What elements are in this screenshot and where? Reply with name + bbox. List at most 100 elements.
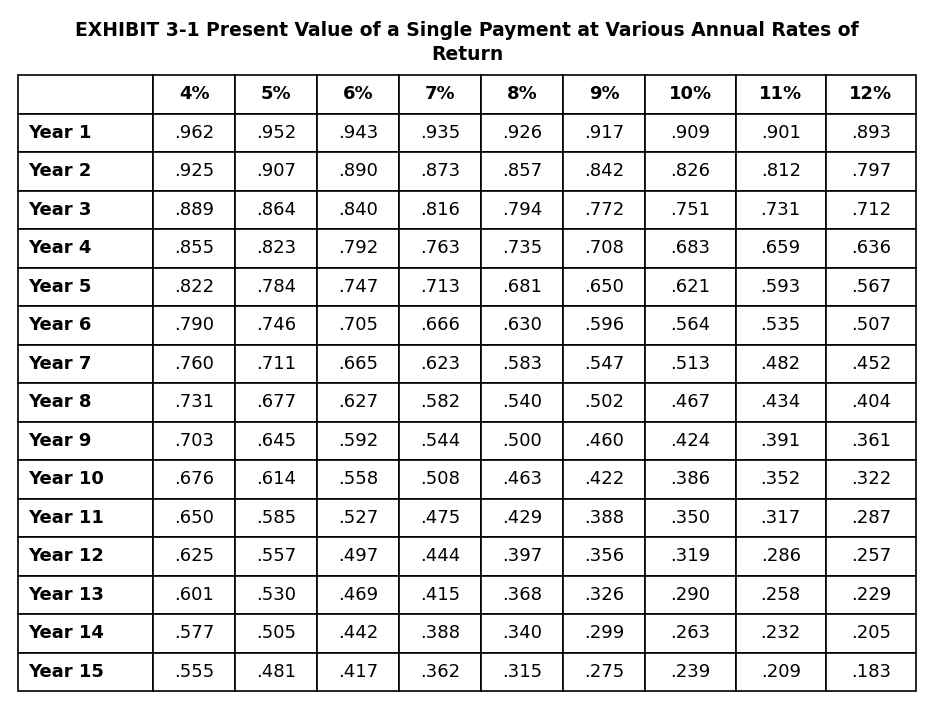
Text: .299: .299 <box>585 624 625 643</box>
Text: .790: .790 <box>175 316 214 334</box>
Bar <box>481 152 563 191</box>
Text: .583: .583 <box>502 355 543 373</box>
Bar <box>318 229 400 268</box>
Bar <box>400 113 481 152</box>
Text: Year 2: Year 2 <box>28 162 92 180</box>
Bar <box>645 306 736 344</box>
Text: .391: .391 <box>760 432 800 450</box>
Bar <box>736 229 826 268</box>
Text: 4%: 4% <box>179 85 209 103</box>
Text: .630: .630 <box>502 316 543 334</box>
Bar <box>18 306 153 344</box>
Text: Year 15: Year 15 <box>28 663 104 681</box>
Bar <box>18 268 153 306</box>
Bar <box>645 229 736 268</box>
Text: 9%: 9% <box>589 85 619 103</box>
Bar <box>645 344 736 383</box>
Text: 6%: 6% <box>343 85 374 103</box>
Text: .952: .952 <box>256 124 296 142</box>
Text: 8%: 8% <box>507 85 538 103</box>
Text: .889: .889 <box>175 201 214 219</box>
Text: .239: .239 <box>671 663 711 681</box>
Bar <box>153 191 235 229</box>
Bar <box>318 498 400 537</box>
Bar <box>563 498 645 537</box>
Text: .746: .746 <box>256 316 296 334</box>
Text: 10%: 10% <box>669 85 712 103</box>
Bar <box>736 344 826 383</box>
Bar <box>736 422 826 460</box>
Bar <box>400 152 481 191</box>
Bar <box>235 460 318 498</box>
Bar <box>153 229 235 268</box>
Text: .287: .287 <box>851 509 891 527</box>
Bar <box>153 268 235 306</box>
Bar <box>563 383 645 422</box>
Bar <box>736 614 826 652</box>
Text: .676: .676 <box>175 470 214 489</box>
Bar <box>645 268 736 306</box>
Bar <box>563 614 645 652</box>
Text: .943: .943 <box>338 124 378 142</box>
Bar <box>318 537 400 576</box>
Text: .555: .555 <box>175 663 215 681</box>
Bar <box>18 383 153 422</box>
Text: .659: .659 <box>760 239 800 257</box>
Bar <box>481 229 563 268</box>
Bar <box>481 498 563 537</box>
Text: .352: .352 <box>760 470 800 489</box>
Text: .935: .935 <box>420 124 460 142</box>
Bar <box>736 460 826 498</box>
Text: .361: .361 <box>851 432 891 450</box>
Bar <box>563 229 645 268</box>
Text: .731: .731 <box>175 393 215 411</box>
Text: .593: .593 <box>760 278 800 296</box>
Text: .926: .926 <box>502 124 543 142</box>
Text: .582: .582 <box>420 393 460 411</box>
Text: .467: .467 <box>671 393 711 411</box>
Bar <box>18 113 153 152</box>
Bar <box>318 306 400 344</box>
Text: .530: .530 <box>256 586 296 604</box>
Bar <box>153 537 235 576</box>
Bar <box>563 191 645 229</box>
Bar <box>235 498 318 537</box>
Text: .286: .286 <box>760 547 800 565</box>
Bar <box>563 75 645 113</box>
Text: .792: .792 <box>338 239 378 257</box>
Text: .275: .275 <box>585 663 625 681</box>
Text: Year 5: Year 5 <box>28 278 92 296</box>
Bar <box>645 113 736 152</box>
Text: .404: .404 <box>851 393 891 411</box>
Bar <box>235 75 318 113</box>
Text: .822: .822 <box>175 278 215 296</box>
Text: Year 11: Year 11 <box>28 509 104 527</box>
Bar <box>400 268 481 306</box>
Bar <box>400 498 481 537</box>
Text: .500: .500 <box>502 432 543 450</box>
Bar <box>826 576 916 614</box>
Text: 11%: 11% <box>759 85 802 103</box>
Bar <box>563 113 645 152</box>
Bar <box>318 614 400 652</box>
Bar <box>318 75 400 113</box>
Text: .544: .544 <box>420 432 460 450</box>
Text: .893: .893 <box>851 124 891 142</box>
Bar <box>645 152 736 191</box>
Text: .901: .901 <box>761 124 800 142</box>
Text: .823: .823 <box>256 239 296 257</box>
Bar <box>153 344 235 383</box>
Bar <box>18 614 153 652</box>
Bar <box>481 537 563 576</box>
Bar <box>318 652 400 691</box>
Bar <box>235 652 318 691</box>
Text: .463: .463 <box>502 470 543 489</box>
Bar <box>736 652 826 691</box>
Bar <box>18 344 153 383</box>
Bar <box>736 576 826 614</box>
Text: .350: .350 <box>671 509 711 527</box>
Text: .683: .683 <box>671 239 711 257</box>
Bar <box>235 422 318 460</box>
Bar <box>235 614 318 652</box>
Text: .317: .317 <box>760 509 800 527</box>
